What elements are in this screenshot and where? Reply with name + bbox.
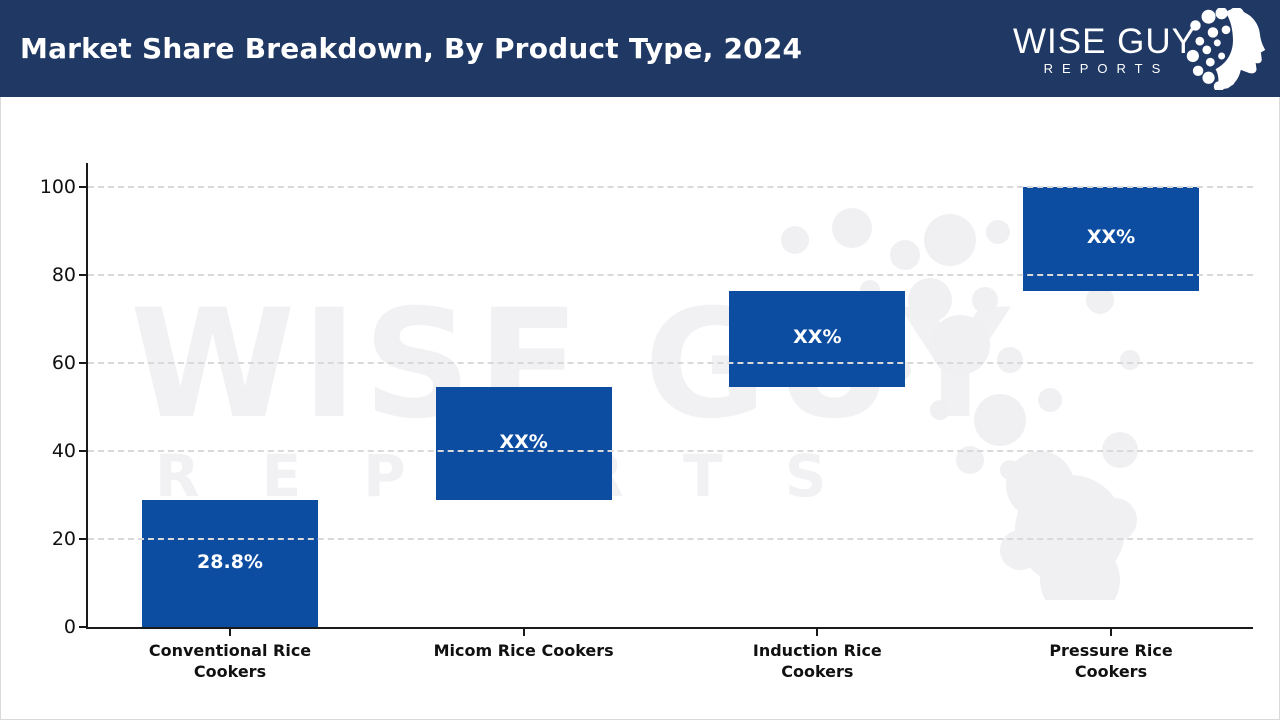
- x-tick: [229, 629, 231, 636]
- y-tick-label: 60: [51, 352, 76, 374]
- chart-title: Market Share Breakdown, By Product Type,…: [20, 32, 803, 65]
- y-tick: [79, 626, 86, 628]
- x-category-label: Pressure Rice Cookers: [1049, 641, 1173, 681]
- y-tick-label: 40: [51, 440, 76, 462]
- logo-text: WISE GUY REPORTS: [1013, 24, 1196, 75]
- gridline: [88, 186, 1253, 188]
- y-axis-spine: [86, 163, 88, 629]
- x-category-label: Conventional Rice Cookers: [148, 641, 312, 681]
- header-bar: Market Share Breakdown, By Product Type,…: [0, 0, 1280, 97]
- bar-pressure-rice-cookers: [1023, 187, 1199, 291]
- y-tick-label: 80: [51, 264, 76, 286]
- y-tick: [79, 538, 86, 540]
- x-tick: [816, 629, 819, 636]
- y-tick-label: 0: [63, 616, 76, 638]
- gridline: [88, 450, 1253, 452]
- y-tick-label: 20: [51, 528, 76, 550]
- y-tick: [79, 186, 86, 188]
- gridline: [88, 362, 1253, 364]
- bar-value-label: XX%: [1086, 225, 1136, 248]
- x-tick: [522, 629, 525, 636]
- x-category-label: Induction Rice Cookers: [752, 641, 882, 681]
- y-tick-label: 100: [39, 176, 76, 198]
- watermark-dots-face-pattern: [781, 208, 1140, 600]
- y-tick: [79, 274, 86, 276]
- bar-value-label: XX%: [499, 430, 548, 453]
- bar-conventional-rice-cookers: [142, 500, 318, 627]
- gridline: [88, 538, 1253, 540]
- x-tick: [1110, 629, 1112, 636]
- bar-induction-rice-cookers: [729, 290, 906, 387]
- y-tick: [79, 362, 86, 364]
- wise-guy-reports-logo: WISE GUY REPORTS: [1013, 8, 1270, 90]
- bar-value-label: 28.8%: [197, 550, 263, 573]
- logo-name-text: WISE GUY: [1012, 21, 1196, 61]
- bar-micom-rice-cookers: [435, 386, 612, 501]
- logo-sub-text: REPORTS: [1043, 60, 1170, 76]
- gridline: [88, 274, 1253, 276]
- y-tick: [79, 450, 86, 452]
- x-category-label: Micom Rice Cookers: [433, 641, 614, 660]
- bar-value-label: XX%: [793, 325, 842, 348]
- logo-face-icon: [1186, 8, 1266, 90]
- x-axis-spine: [86, 627, 1253, 629]
